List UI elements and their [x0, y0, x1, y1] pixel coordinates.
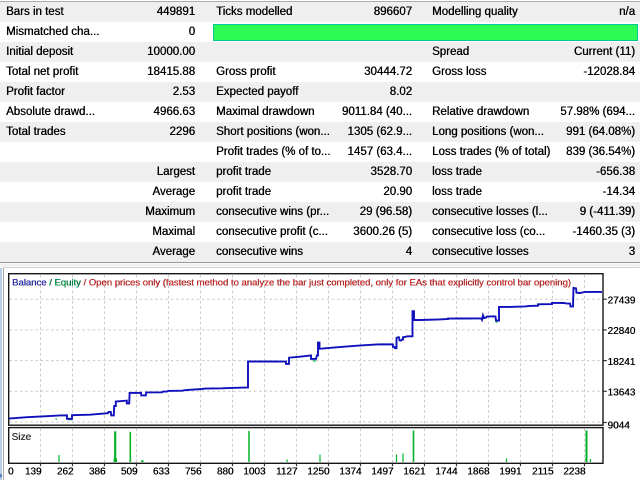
svg-text:1250: 1250	[307, 467, 330, 478]
svg-text:633: 633	[153, 467, 170, 478]
svg-text:1621: 1621	[403, 467, 426, 478]
svg-text:509: 509	[121, 467, 138, 478]
svg-text:13643: 13643	[608, 388, 636, 399]
svg-text:22840: 22840	[608, 326, 636, 337]
svg-text:2115: 2115	[532, 467, 554, 478]
svg-text:1003: 1003	[243, 467, 266, 478]
svg-text:1374: 1374	[339, 467, 362, 478]
svg-text:1868: 1868	[467, 467, 490, 478]
svg-text:9044: 9044	[608, 420, 631, 431]
svg-text:1744: 1744	[435, 467, 458, 478]
svg-text:139: 139	[25, 467, 42, 478]
svg-text:27439: 27439	[608, 295, 636, 306]
svg-text:1127: 1127	[276, 467, 298, 478]
svg-text:0: 0	[8, 467, 14, 478]
svg-text:1991: 1991	[499, 467, 522, 478]
svg-text:2238: 2238	[563, 467, 586, 478]
svg-text:262: 262	[57, 467, 74, 478]
svg-text:756: 756	[185, 467, 202, 478]
svg-text:Size: Size	[12, 432, 32, 443]
svg-text:Balance / Equity / Open prices: Balance / Equity / Open prices only (fas…	[12, 277, 571, 288]
svg-text:18241: 18241	[608, 357, 636, 368]
svg-text:880: 880	[217, 467, 234, 478]
svg-text:386: 386	[89, 467, 106, 478]
svg-text:1497: 1497	[371, 467, 394, 478]
